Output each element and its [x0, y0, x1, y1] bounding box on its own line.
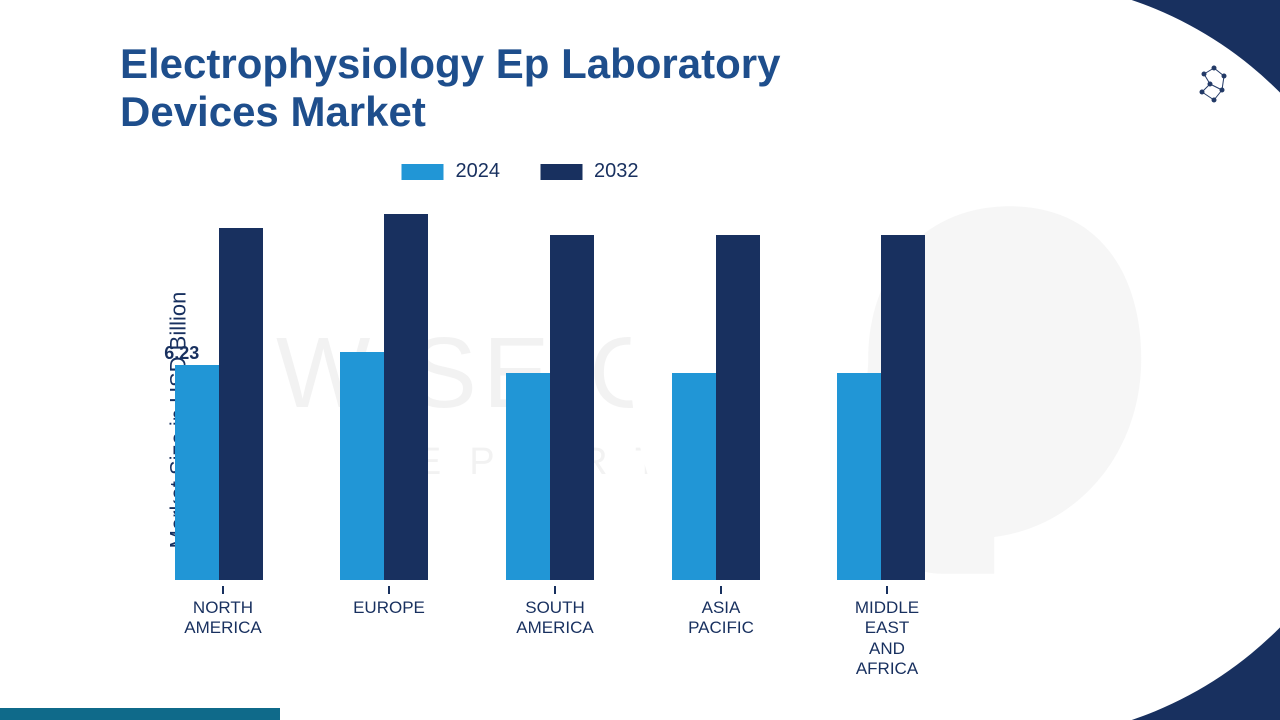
bar — [881, 235, 925, 580]
bar-group — [672, 235, 772, 580]
legend-label-2032: 2032 — [594, 160, 639, 183]
brand-word-1: WISE — [986, 28, 1081, 66]
bar-group — [837, 235, 937, 580]
x-axis-ticks: NORTHAMERICA EUROPE SOUTHAMERICA ASIAPACIFI… — [140, 580, 970, 680]
x-tick: SOUTHAMERICA — [495, 580, 615, 680]
bar — [672, 373, 716, 580]
x-tick-label: MIDDLEEASTANDAFRICA — [827, 598, 947, 680]
x-tick-mark — [554, 586, 556, 594]
bar-group — [340, 214, 440, 580]
legend-item-2024: 2024 — [402, 160, 501, 183]
x-tick-label: NORTHAMERICA — [163, 598, 283, 639]
x-tick: NORTHAMERICA — [163, 580, 283, 680]
legend-label-2024: 2024 — [456, 160, 501, 183]
brand-name: WISE GUY — [986, 30, 1172, 64]
brain-head-icon — [1180, 50, 1250, 130]
x-tick-mark — [720, 586, 722, 594]
chart-plot: 6.23 — [140, 200, 970, 580]
x-tick-label: SOUTHAMERICA — [495, 598, 615, 639]
bar — [506, 373, 550, 580]
x-tick-mark — [388, 586, 390, 594]
x-tick: ASIAPACIFIC — [661, 580, 781, 680]
bar — [716, 235, 760, 580]
x-tick-mark — [886, 586, 888, 594]
x-tick: EUROPE — [329, 580, 449, 680]
x-tick-label: EUROPE — [329, 598, 449, 618]
legend-swatch-2032 — [540, 164, 582, 180]
bar — [550, 235, 594, 580]
x-tick-label: ASIAPACIFIC — [661, 598, 781, 639]
bar — [340, 352, 384, 580]
legend-item-2032: 2032 — [540, 160, 639, 183]
chart-title: Electrophysiology Ep Laboratory Devices … — [120, 40, 820, 137]
bar-value-label: 6.23 — [164, 343, 199, 364]
bar — [837, 373, 881, 580]
page-root: WISE GUY REPORTS — [0, 0, 1280, 720]
bars-row: 6.23 — [142, 200, 970, 580]
brand-word-2: GUY — [1092, 28, 1172, 66]
bar — [219, 228, 263, 580]
legend-swatch-2024 — [402, 164, 444, 180]
chart-legend: 2024 2032 — [402, 160, 639, 183]
x-tick-mark — [222, 586, 224, 594]
x-tick: MIDDLEEASTANDAFRICA — [827, 580, 947, 680]
bar — [384, 214, 428, 580]
brand-sub: REPORTS — [986, 68, 1172, 84]
bar: 6.23 — [175, 365, 219, 580]
bottom-accent-bar — [0, 708, 280, 720]
chart-area: 2024 2032 Market Size in USD Billion 6.2… — [60, 160, 980, 680]
brand-logo: WISE GUY REPORTS — [986, 30, 1250, 84]
bar-group: 6.23 — [175, 228, 275, 580]
bar-group — [506, 235, 606, 580]
